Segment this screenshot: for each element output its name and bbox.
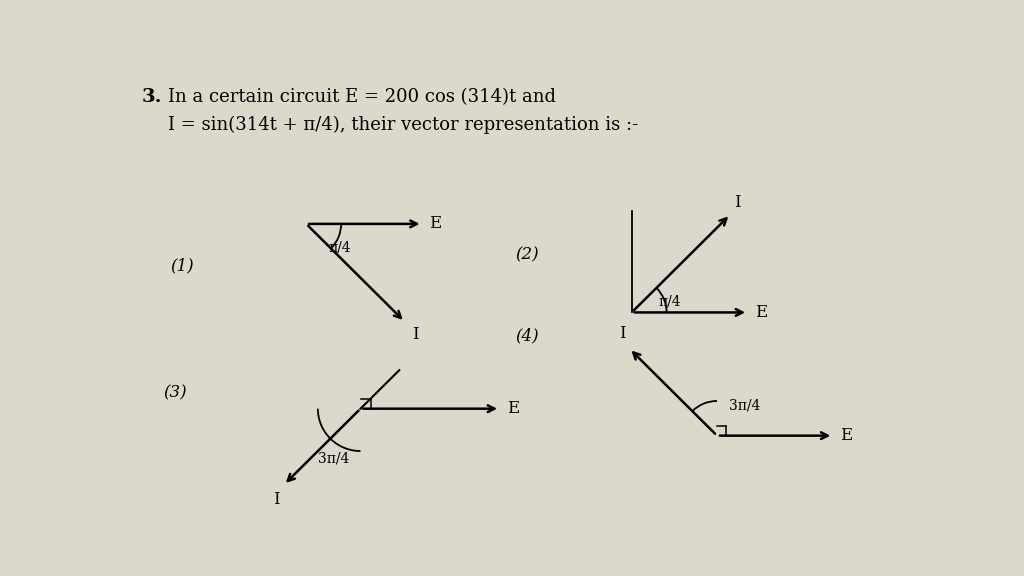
Text: I: I: [412, 326, 419, 343]
Text: π/4: π/4: [658, 294, 682, 309]
Text: (1): (1): [171, 257, 195, 275]
Text: (3): (3): [163, 385, 186, 402]
Text: (2): (2): [515, 246, 539, 263]
Text: (4): (4): [515, 327, 539, 344]
Text: E: E: [507, 400, 519, 417]
Text: π/4: π/4: [328, 241, 350, 255]
Text: I = sin(314t + π/4), their vector representation is :-: I = sin(314t + π/4), their vector repres…: [168, 115, 638, 134]
Text: I: I: [734, 194, 741, 211]
Text: 3.: 3.: [142, 88, 163, 105]
Text: E: E: [429, 215, 441, 232]
Text: E: E: [841, 427, 852, 444]
Text: 3π/4: 3π/4: [317, 451, 349, 465]
Text: 3π/4: 3π/4: [729, 399, 760, 412]
Text: E: E: [755, 304, 767, 321]
Text: In a certain circuit E = 200 cos (314)t and: In a certain circuit E = 200 cos (314)t …: [168, 88, 556, 105]
Text: I: I: [618, 325, 626, 342]
Text: I: I: [273, 491, 280, 508]
